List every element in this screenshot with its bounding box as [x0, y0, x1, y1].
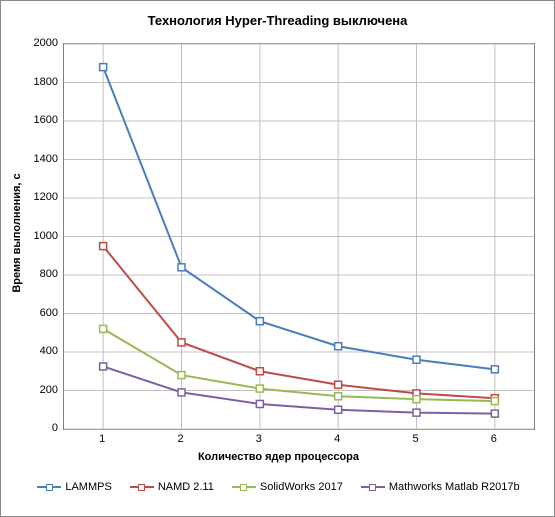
chart-title: Технология Hyper-Threading выключена	[1, 1, 554, 36]
legend-label: SolidWorks 2017	[260, 481, 343, 493]
y-tick-label: 0	[18, 422, 58, 434]
y-tick-label: 400	[18, 345, 58, 357]
legend-item: NAMD 2.11	[130, 481, 214, 493]
legend: LAMMPS NAMD 2.11 SolidWorks 2017 Mathwor…	[1, 481, 555, 493]
x-axis-label: Количество ядер процессора	[1, 451, 555, 463]
y-tick-label: 1600	[18, 114, 58, 126]
y-tick-label: 1800	[18, 76, 58, 88]
series-svg	[64, 44, 534, 429]
y-tick-label: 2000	[18, 37, 58, 49]
legend-label: LAMMPS	[65, 481, 111, 493]
y-tick-label: 1200	[18, 191, 58, 203]
x-tick-label: 1	[92, 433, 112, 445]
y-tick-label: 200	[18, 384, 58, 396]
legend-swatch	[361, 481, 385, 493]
legend-item: LAMMPS	[37, 481, 111, 493]
x-tick-label: 6	[484, 433, 504, 445]
x-tick-label: 4	[327, 433, 347, 445]
y-tick-label: 1400	[18, 153, 58, 165]
legend-swatch	[130, 481, 154, 493]
y-tick-label: 1000	[18, 230, 58, 242]
legend-item: SolidWorks 2017	[232, 481, 343, 493]
x-tick-label: 5	[406, 433, 426, 445]
plot-area	[63, 43, 535, 430]
legend-swatch	[232, 481, 256, 493]
legend-item: Mathworks Matlab R2017b	[361, 481, 520, 493]
y-tick-label: 800	[18, 268, 58, 280]
x-tick-label: 2	[171, 433, 191, 445]
y-tick-label: 600	[18, 307, 58, 319]
x-tick-label: 3	[249, 433, 269, 445]
legend-swatch	[37, 481, 61, 493]
legend-label: NAMD 2.11	[158, 481, 214, 493]
chart-container: Технология Hyper-Threading выключена Вре…	[0, 0, 555, 517]
legend-label: Mathworks Matlab R2017b	[389, 481, 520, 493]
